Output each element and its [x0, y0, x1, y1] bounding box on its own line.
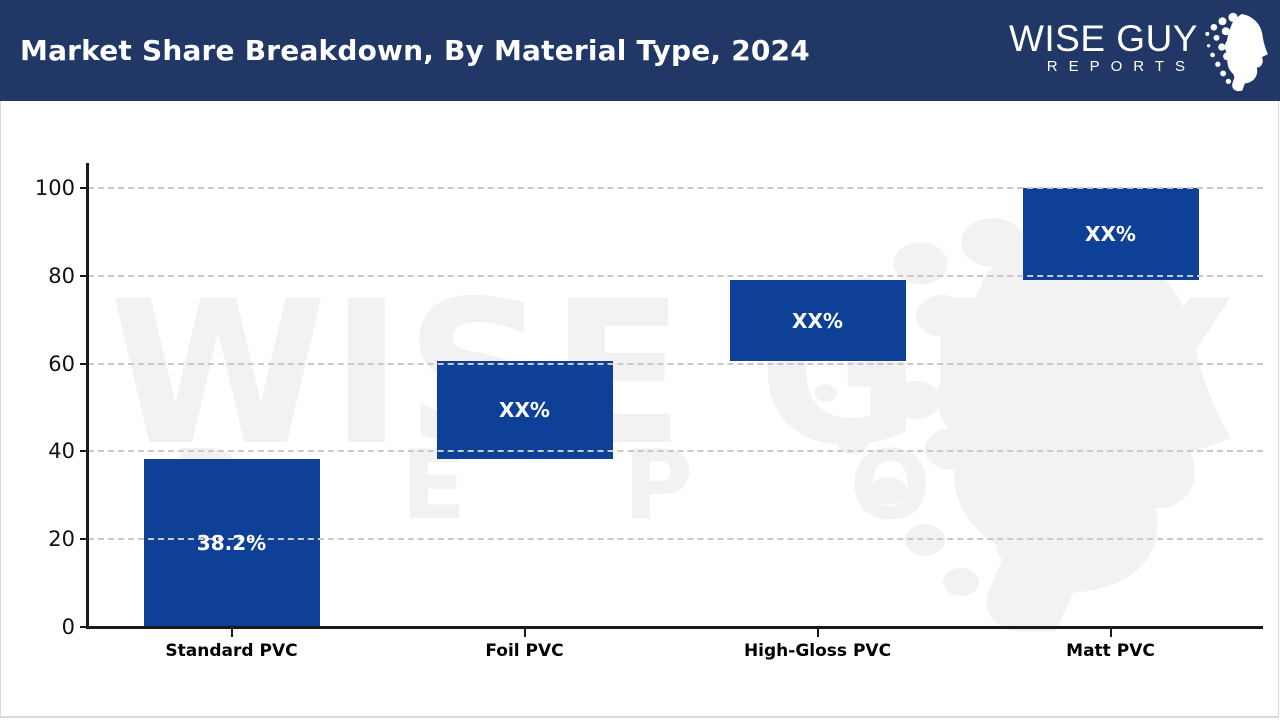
x-tick-label: Foil PVC — [485, 641, 564, 661]
chart-area: WISE GUY R E P O R T S 02040608010038.2%… — [0, 101, 1279, 718]
gridline — [88, 187, 1263, 189]
y-tick-label: 40 — [48, 439, 75, 464]
logo-subtext: REPORTS — [1046, 58, 1196, 75]
y-tick-mark — [80, 626, 88, 628]
bar-value-label: 38.2% — [196, 531, 267, 556]
gridline — [88, 274, 1263, 277]
gridline — [88, 450, 1263, 453]
y-tick-mark — [80, 187, 88, 189]
bar-high-gloss-pvc — [729, 280, 906, 362]
x-tick-label: Matt PVC — [1066, 641, 1155, 661]
bar-value-label: XX% — [499, 398, 550, 423]
bar-value-label: XX% — [792, 308, 843, 333]
x-tick-mark — [816, 628, 819, 637]
header-banner: Market Share Breakdown, By Material Type… — [0, 0, 1280, 101]
y-tick-label: 100 — [34, 176, 75, 200]
x-tick-mark — [523, 628, 526, 637]
y-tick-label: 0 — [61, 615, 75, 639]
gridline — [88, 538, 1263, 541]
x-tick-mark — [1109, 628, 1112, 637]
x-axis-spine — [86, 626, 1263, 629]
y-tick-mark — [80, 538, 88, 541]
logo-wordmark: WISE GUY — [1008, 18, 1198, 59]
bar-matt-pvc — [1022, 188, 1199, 281]
x-tick-label: High-Gloss PVC — [743, 641, 892, 661]
y-tick-label: 80 — [48, 263, 75, 288]
y-tick-label: 60 — [48, 351, 75, 376]
y-tick-mark — [80, 362, 88, 365]
y-tick-mark — [80, 274, 88, 277]
gridline — [88, 362, 1263, 365]
y-tick-mark — [80, 450, 88, 453]
y-axis-spine — [86, 163, 89, 629]
chart-title: Market Share Breakdown, By Material Type… — [20, 34, 810, 67]
x-tick-label: Standard PVC — [165, 641, 298, 661]
bar-value-label: XX% — [1085, 222, 1136, 247]
y-tick-label: 20 — [48, 527, 75, 552]
bar-standard-pvc — [143, 459, 320, 627]
logo-head-icon — [1205, 12, 1268, 92]
brand-logo: WISE GUY REPORTS — [1009, 0, 1270, 101]
x-tick-mark — [230, 628, 233, 637]
bar-foil-pvc — [436, 361, 613, 460]
